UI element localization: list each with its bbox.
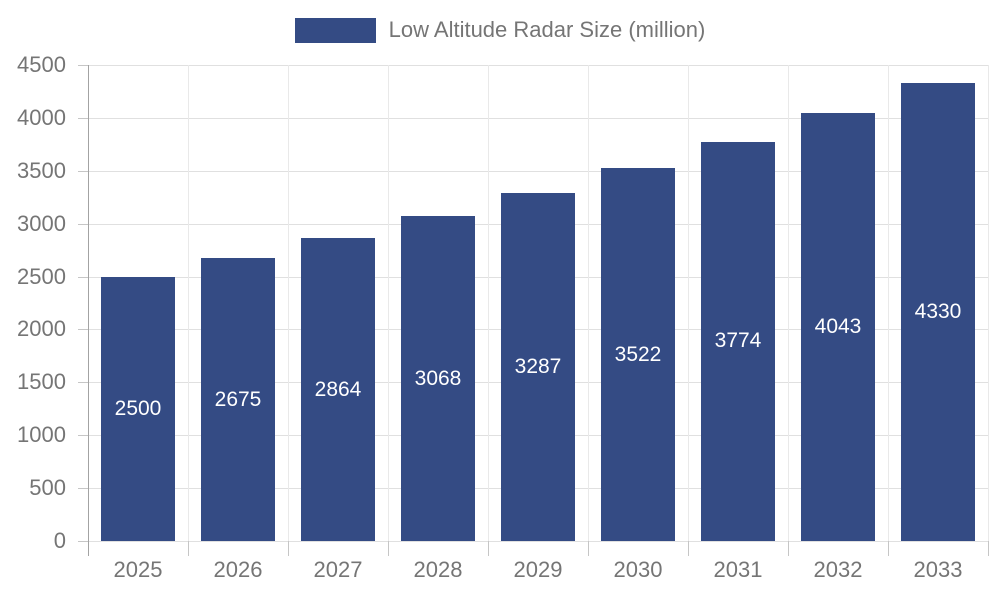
- bar-value-label: 3774: [714, 329, 762, 353]
- x-axis-label: 2028: [413, 557, 463, 582]
- y-axis-tick: [78, 488, 88, 490]
- x-axis-tick: [688, 541, 689, 556]
- x-axis-tick: [188, 541, 189, 556]
- gridline-horizontal: [88, 541, 988, 542]
- x-axis-tick: [788, 541, 789, 556]
- gridline-horizontal: [88, 65, 988, 66]
- y-axis-tick: [78, 170, 88, 172]
- y-axis-label: 3500: [17, 157, 66, 183]
- x-axis-tick: [288, 541, 289, 556]
- bar-2029[interactable]: 3287: [501, 193, 575, 541]
- x-axis-tick: [488, 541, 489, 556]
- x-axis-label: 2029: [513, 557, 563, 582]
- gridline-vertical: [988, 65, 989, 541]
- bar-value-label: 2500: [114, 396, 162, 420]
- bar-value-label: 2675: [214, 387, 262, 411]
- x-axis-label: 2033: [913, 557, 963, 582]
- bar-2028[interactable]: 3068: [401, 216, 475, 541]
- gridline-vertical: [488, 65, 489, 541]
- bar-value-label: 3068: [414, 366, 462, 390]
- y-axis-label: 1000: [17, 422, 66, 448]
- y-axis-label: 3000: [17, 210, 66, 236]
- y-axis-tick: [78, 329, 88, 331]
- y-axis-tick: [78, 541, 88, 542]
- bar-value-label: 3522: [614, 342, 662, 366]
- y-axis-label: 0: [53, 528, 66, 553]
- y-axis-tick: [78, 276, 88, 278]
- x-axis-label: 2027: [313, 557, 363, 582]
- bar-2027[interactable]: 2864: [301, 238, 375, 541]
- x-axis-label: 2030: [613, 557, 663, 582]
- bar-value-label: 4330: [914, 299, 962, 323]
- plot-area: 0 500 1000 1500 2000 2500 3000 3500 4000 4500 2500…: [17, 52, 989, 582]
- gridline-vertical: [688, 65, 689, 541]
- y-axis-label: 2500: [17, 263, 66, 289]
- gridline-vertical: [888, 65, 889, 541]
- gridline-horizontal: [88, 170, 988, 172]
- x-axis-label: 2031: [713, 557, 763, 582]
- x-axis-tick: [888, 541, 889, 556]
- bar-2031[interactable]: 3774: [701, 141, 775, 541]
- y-axis-label: 4000: [17, 104, 66, 130]
- bar-2033[interactable]: 4330: [901, 82, 975, 541]
- bar-2026[interactable]: 2675: [201, 258, 275, 541]
- bar-value-label: 3287: [514, 355, 562, 379]
- y-axis-tick: [78, 435, 88, 437]
- x-axis-label: 2026: [213, 557, 263, 582]
- y-axis-label: 4500: [17, 52, 66, 77]
- gridline-vertical: [788, 65, 789, 541]
- gridline-vertical: [188, 65, 189, 541]
- x-axis-label: 2032: [813, 557, 863, 582]
- y-axis-line: [88, 65, 89, 556]
- y-axis-label: 1500: [17, 369, 66, 395]
- bar-value-label: 4043: [814, 315, 862, 339]
- x-axis-label: 2025: [113, 557, 163, 582]
- gridline-vertical: [388, 65, 389, 541]
- gridline-vertical: [588, 65, 589, 541]
- y-axis-tick: [78, 65, 88, 66]
- bar-2032[interactable]: 4043: [801, 113, 875, 541]
- y-axis-label: 2000: [17, 316, 66, 342]
- gridline-vertical: [288, 65, 289, 541]
- x-axis-tick: [588, 541, 589, 556]
- bar-2025[interactable]: 2500: [101, 276, 175, 541]
- bar-2030[interactable]: 3522: [601, 168, 675, 541]
- x-axis-tick: [988, 541, 989, 556]
- legend-swatch: [294, 17, 376, 43]
- x-axis-tick: [388, 541, 389, 556]
- y-axis-tick: [78, 117, 88, 119]
- y-axis-tick: [78, 382, 88, 384]
- y-axis-tick: [78, 223, 88, 225]
- legend-item[interactable]: Low Altitude Radar Size (million): [0, 17, 1000, 43]
- gridline-horizontal: [88, 117, 988, 119]
- bar-value-label: 2864: [314, 377, 362, 401]
- y-axis-label: 500: [29, 475, 66, 501]
- legend-label: Low Altitude Radar Size (million): [388, 17, 706, 42]
